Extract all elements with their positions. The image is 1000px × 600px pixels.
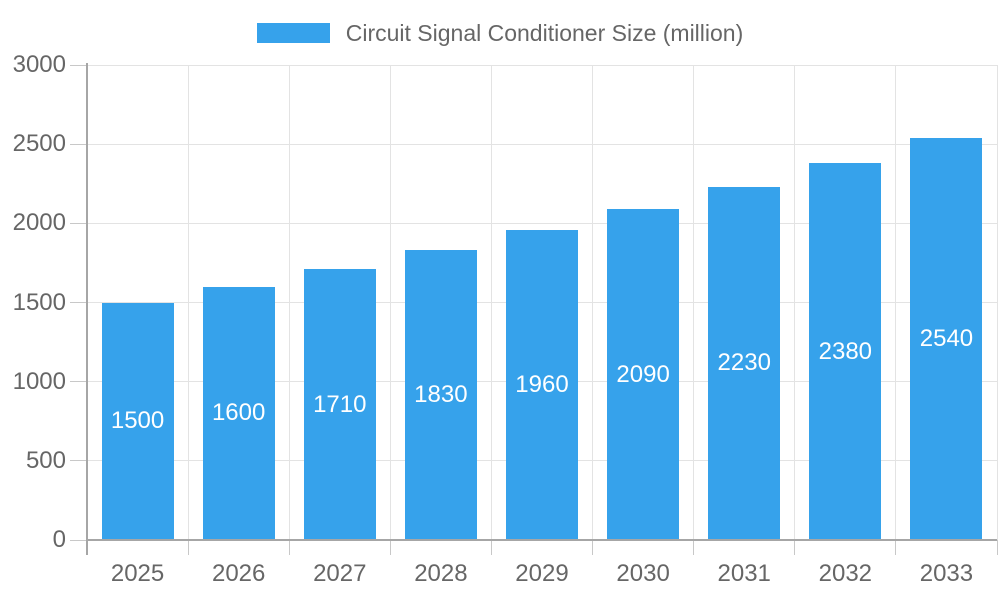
y-tick-mark	[70, 64, 87, 66]
y-tick-label: 2500	[12, 130, 66, 158]
y-tick-mark	[70, 222, 87, 224]
x-gridline	[895, 65, 897, 540]
y-tick-mark	[70, 302, 87, 303]
y-gridline	[87, 222, 997, 224]
y-tick-label: 1000	[12, 367, 66, 395]
bar-value-label: 1600	[211, 399, 266, 427]
y-tick-mark	[70, 381, 87, 383]
y-tick-label: 0	[52, 526, 66, 553]
x-tick-label: 2033	[919, 560, 974, 587]
y-tick-label: 2000	[12, 209, 66, 237]
x-tick-mark	[794, 540, 796, 555]
x-tick-label: 2027	[313, 560, 367, 587]
x-tick-label: 2028	[414, 560, 468, 587]
bar[interactable]: 1830	[404, 250, 477, 540]
x-tick-label: 2030	[616, 560, 670, 587]
bar-value-label: 1710	[313, 390, 367, 418]
y-gridline	[87, 143, 997, 145]
x-gridline	[794, 65, 796, 540]
x-axis-line	[87, 539, 997, 541]
x-tick-mark	[389, 540, 391, 555]
bar-value-label: 1960	[515, 370, 569, 398]
bar[interactable]: 2090	[607, 209, 680, 540]
bar-value-label: 2230	[717, 349, 771, 377]
x-tick-mark	[288, 540, 290, 555]
x-tick-label: 2025	[110, 560, 165, 587]
legend-item[interactable]: Circuit Signal Conditioner Size (million…	[0, 19, 1000, 46]
bar-value-label: 1830	[414, 381, 468, 409]
y-gridline	[87, 64, 997, 66]
x-tick-mark	[490, 540, 492, 555]
x-tick-mark	[592, 540, 594, 555]
y-axis-line	[86, 63, 88, 555]
y-tick-label: 500	[25, 446, 66, 474]
y-tick-label: 1500	[12, 288, 66, 316]
legend-label: Circuit Signal Conditioner Size (million…	[345, 19, 744, 46]
legend-swatch	[256, 23, 330, 43]
x-gridline	[389, 65, 391, 540]
x-gridline	[592, 65, 594, 540]
x-tick-mark	[187, 540, 189, 555]
y-tick-mark	[70, 539, 87, 541]
bar[interactable]: 1500	[101, 302, 174, 540]
x-tick-label: 2029	[515, 560, 569, 587]
y-tick-label: 3000	[12, 51, 66, 78]
x-tick-label: 2032	[818, 560, 873, 587]
bar-value-label: 1500	[110, 407, 165, 435]
bar[interactable]: 2230	[708, 186, 781, 540]
x-tick-mark	[996, 540, 998, 555]
bar-value-label: 2090	[616, 360, 670, 388]
x-gridline	[288, 65, 290, 540]
x-tick-label: 2031	[717, 560, 771, 587]
y-tick-mark	[70, 143, 87, 145]
bar[interactable]: 1710	[303, 269, 376, 540]
x-gridline	[490, 65, 492, 540]
bar[interactable]: 2540	[910, 137, 983, 540]
x-gridline	[187, 65, 189, 540]
x-gridline	[693, 65, 695, 540]
bar-value-label: 2380	[818, 337, 873, 365]
bar-value-label: 2540	[919, 324, 974, 352]
x-tick-mark	[693, 540, 695, 555]
x-tick-mark	[895, 540, 897, 555]
bar[interactable]: 1600	[202, 286, 275, 540]
x-gridline	[996, 65, 998, 540]
bar[interactable]: 1960	[506, 229, 578, 540]
bar[interactable]: 2380	[809, 163, 882, 540]
x-tick-label: 2026	[211, 560, 266, 587]
y-tick-mark	[70, 460, 87, 462]
